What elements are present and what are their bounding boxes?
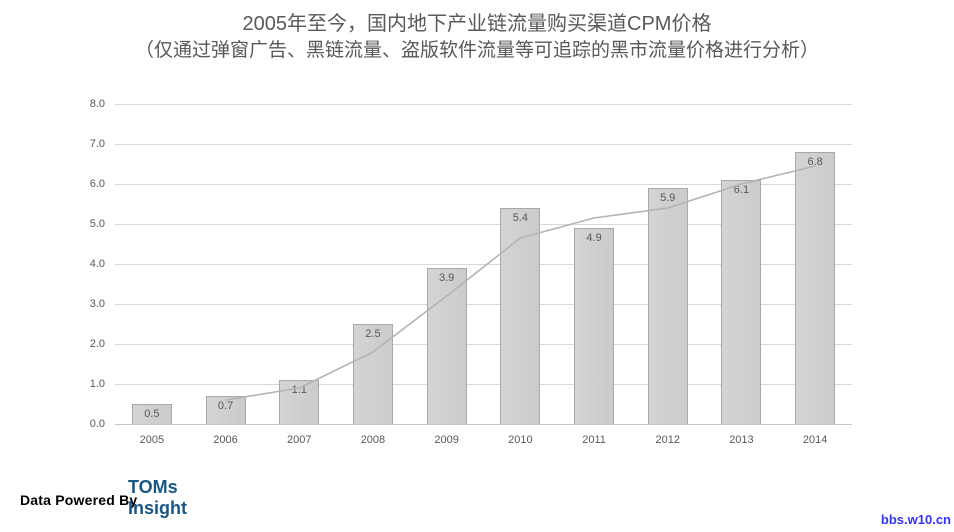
bar-value-label: 6.8 xyxy=(807,156,823,168)
x-axis-tick-label: 2007 xyxy=(286,434,312,446)
x-axis-tick-label: 2006 xyxy=(213,434,238,446)
data-powered-by-label: Data Powered By xyxy=(20,492,138,508)
x-axis-tick-label: 2011 xyxy=(582,434,606,446)
bar-value-label: 0.5 xyxy=(144,408,160,420)
bar-value-label: 1.1 xyxy=(291,384,307,396)
x-axis-tick-label: 2010 xyxy=(508,434,533,446)
chart-title: 2005年至今，国内地下产业链流量购买渠道CPM价格 xyxy=(242,13,712,35)
logo-line-toms: TOMs xyxy=(128,477,178,497)
y-axis-tick-label: 4.0 xyxy=(89,258,105,270)
bar: 5.9 xyxy=(647,188,688,424)
x-axis-tick-label: 2013 xyxy=(729,434,754,446)
y-axis-tick-label: 6.0 xyxy=(89,178,105,190)
gridline xyxy=(115,104,852,105)
bar: 5.4 xyxy=(500,208,541,424)
bar-value-label: 6.1 xyxy=(733,184,750,196)
gridline xyxy=(115,144,852,145)
chart-subtitle: （仅通过弹窗广告、黑链流量、盗版软件流量等可追踪的黑市流量价格进行分析） xyxy=(134,40,819,61)
x-axis-tick-label: 2005 xyxy=(139,434,165,446)
y-axis-tick-label: 7.0 xyxy=(89,138,105,150)
bar-value-label: 4.9 xyxy=(586,232,602,244)
y-axis-tick-label: 2.0 xyxy=(89,338,105,350)
bar-value-label: 5.4 xyxy=(512,212,528,224)
y-axis-tick-label: 3.0 xyxy=(89,298,105,310)
y-axis-tick-label: 0.0 xyxy=(89,418,105,430)
bar: 6.1 xyxy=(721,180,762,424)
bar: 3.9 xyxy=(426,268,467,424)
x-axis-tick-label: 2008 xyxy=(360,434,386,446)
bar: 0.5 xyxy=(131,404,172,424)
x-axis-tick-label: 2009 xyxy=(434,434,459,446)
logo-line-insight: Insight xyxy=(128,498,187,518)
watermark-url: bbs.w10.cn xyxy=(880,512,951,527)
bar-value-label: 5.9 xyxy=(660,192,676,204)
toms-insight-logo: TOMs Insight xyxy=(128,477,187,519)
bar-value-label: 2.5 xyxy=(365,328,381,340)
x-axis-tick-label: 2012 xyxy=(655,434,680,446)
bar: 1.1 xyxy=(279,380,320,424)
bar: 2.5 xyxy=(352,324,393,424)
x-axis-line xyxy=(115,424,852,425)
x-axis-tick-label: 2014 xyxy=(802,434,828,446)
bar-value-label: 0.7 xyxy=(217,400,234,412)
bar-value-label: 3.9 xyxy=(438,272,455,284)
bar: 6.8 xyxy=(795,152,836,424)
y-axis-tick-label: 8.0 xyxy=(89,98,105,110)
bar: 0.7 xyxy=(205,396,246,424)
y-axis-tick-label: 5.0 xyxy=(89,218,105,230)
y-axis-tick-label: 1.0 xyxy=(89,378,105,390)
bar: 4.9 xyxy=(574,228,615,424)
